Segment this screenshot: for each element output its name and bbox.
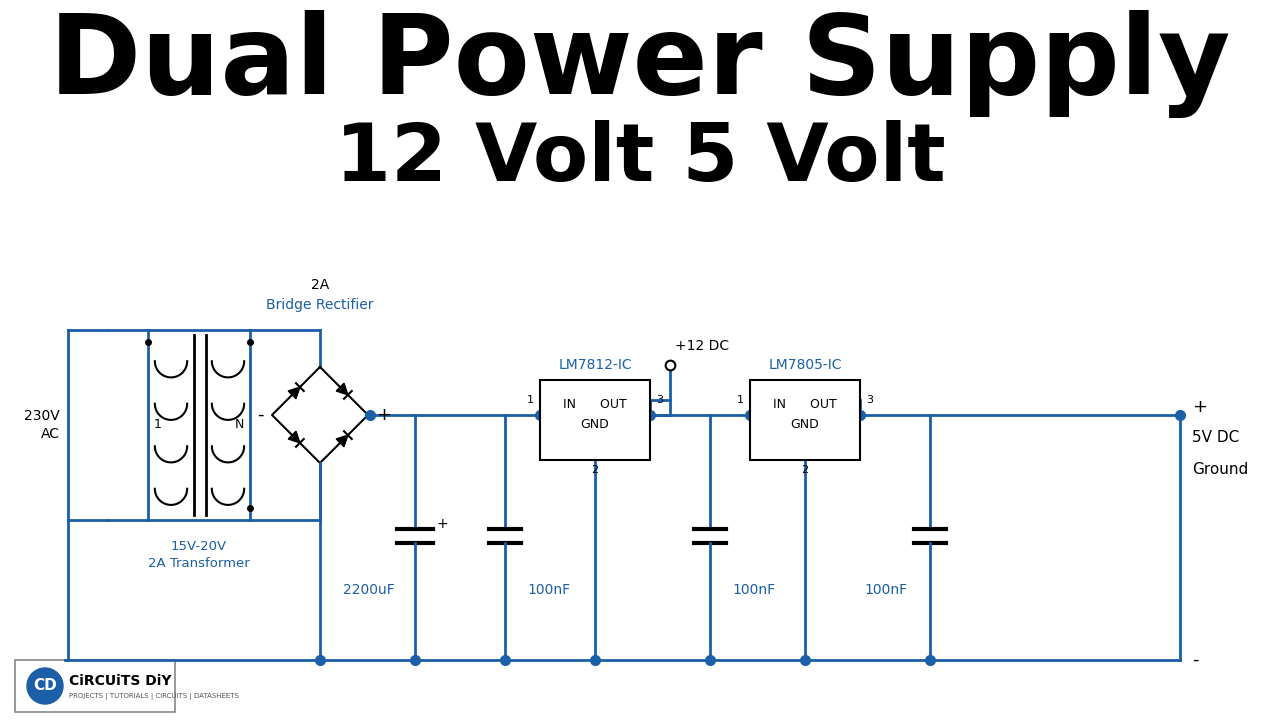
Text: -: - bbox=[257, 406, 264, 424]
Text: Bridge Rectifier: Bridge Rectifier bbox=[266, 298, 374, 312]
Text: 3: 3 bbox=[867, 395, 873, 405]
Text: GND: GND bbox=[791, 418, 819, 431]
Text: 15V-20V
2A Transformer: 15V-20V 2A Transformer bbox=[148, 540, 250, 570]
Text: 230V
AC: 230V AC bbox=[24, 409, 60, 441]
Text: 100nF: 100nF bbox=[732, 583, 776, 597]
Text: 2200uF: 2200uF bbox=[343, 583, 396, 597]
Text: -: - bbox=[1192, 651, 1198, 669]
Text: IN      OUT: IN OUT bbox=[773, 398, 837, 412]
Text: LM7805-IC: LM7805-IC bbox=[768, 358, 842, 372]
Text: 3: 3 bbox=[657, 395, 663, 405]
Text: 1: 1 bbox=[154, 418, 161, 431]
Polygon shape bbox=[337, 383, 348, 395]
Text: IN      OUT: IN OUT bbox=[563, 398, 627, 412]
Bar bbox=[540, 380, 650, 460]
Text: +12 DC: +12 DC bbox=[675, 339, 730, 353]
Text: 2: 2 bbox=[801, 465, 809, 475]
Text: CD: CD bbox=[33, 678, 56, 693]
Text: PROJECTS | TUTORIALS | CIRCUITS | DATASHEETS: PROJECTS | TUTORIALS | CIRCUITS | DATASH… bbox=[69, 693, 239, 700]
Text: +: + bbox=[436, 516, 448, 531]
Text: 2A: 2A bbox=[311, 278, 329, 292]
Text: 12 Volt 5 Volt: 12 Volt 5 Volt bbox=[334, 120, 946, 198]
Bar bbox=[15, 660, 175, 712]
Text: CiRCUiTS DiY: CiRCUiTS DiY bbox=[69, 674, 172, 688]
Circle shape bbox=[27, 668, 63, 704]
Text: +: + bbox=[1192, 398, 1207, 416]
Text: 100nF: 100nF bbox=[527, 583, 570, 597]
Text: 2: 2 bbox=[591, 465, 599, 475]
Text: GND: GND bbox=[581, 418, 609, 431]
Polygon shape bbox=[337, 435, 348, 447]
Text: +: + bbox=[376, 406, 390, 424]
Text: Ground: Ground bbox=[1192, 462, 1248, 477]
Text: 1: 1 bbox=[737, 395, 744, 405]
Polygon shape bbox=[288, 431, 300, 443]
Text: LM7812-IC: LM7812-IC bbox=[558, 358, 632, 372]
Text: Dual Power Supply: Dual Power Supply bbox=[49, 10, 1231, 118]
Text: 1: 1 bbox=[527, 395, 534, 405]
Text: N: N bbox=[234, 418, 244, 431]
Text: 100nF: 100nF bbox=[865, 583, 908, 597]
Bar bbox=[750, 380, 860, 460]
Text: 5V DC: 5V DC bbox=[1192, 430, 1239, 444]
Polygon shape bbox=[288, 387, 300, 399]
